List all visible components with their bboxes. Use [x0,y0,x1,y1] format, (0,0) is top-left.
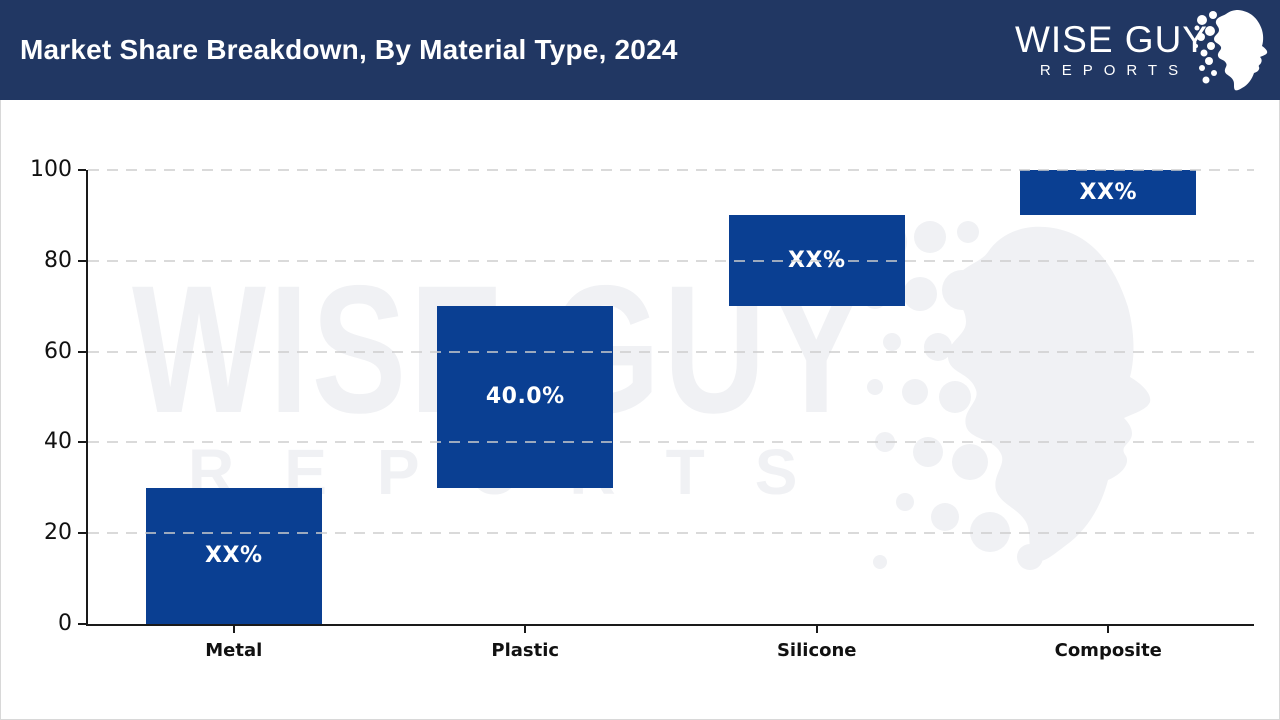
x-axis-spine [86,624,1254,626]
x-tick-label: Metal [205,640,263,661]
logo-subtext: REPORTS [1039,61,1190,79]
x-tick-label: Composite [1054,640,1162,661]
logo-wordmark: WISE GUY [1014,19,1208,61]
bar-value-label: XX% [1079,180,1137,206]
gridline [88,259,1254,262]
y-tick-label: 100 [30,157,72,182]
bar-metal: XX% [145,487,322,624]
y-tick-label: 0 [58,611,72,636]
y-tick-mark [78,441,86,444]
logo-text: WISE GUY REPORTS [1014,19,1208,79]
gridline [88,441,1254,444]
y-tick-mark [78,350,86,353]
chart-title: Market Share Breakdown, By Material Type… [20,34,678,65]
y-tick-label: 40 [44,429,72,455]
logo: WISE GUY REPORTS [1015,6,1280,94]
x-tick-label: Plastic [491,640,560,661]
x-tick-mark [815,626,818,633]
x-tick-mark [232,626,235,633]
header: Market Share Breakdown, By Material Type… [0,0,1280,100]
y-tick-label: 60 [44,338,72,364]
y-tick-mark [78,259,86,262]
x-tick-mark [524,626,527,633]
gridline [88,532,1254,535]
x-tick-label: Silicone [776,640,857,661]
y-axis-spine [86,170,88,624]
y-tick-mark [78,532,86,535]
y-tick-mark [78,169,86,171]
x-tick-mark [1107,626,1110,633]
bar-plastic: 40.0% [437,306,614,488]
gridline [88,169,1254,171]
bar-composite: XX% [1020,170,1197,216]
bar-value-label: 40.0% [485,384,565,410]
gridline [88,350,1254,353]
y-tick-mark [78,623,86,625]
logo-face-icon [1194,10,1268,91]
bar-value-label: XX% [205,543,263,569]
y-tick-label: 20 [44,520,72,546]
y-tick-label: 80 [44,247,72,273]
